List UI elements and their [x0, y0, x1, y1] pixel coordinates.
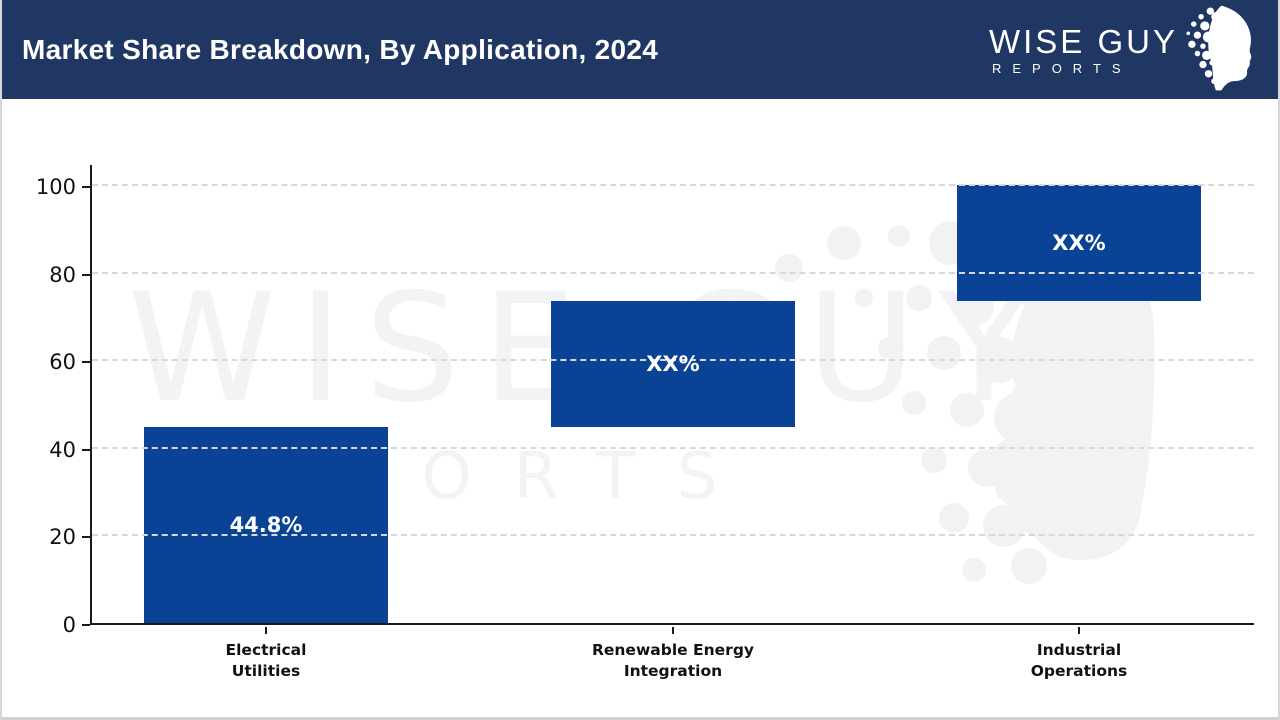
bar-industrial-operations	[957, 185, 1201, 302]
category-label-line2: Operations	[1030, 662, 1128, 680]
category-label-renewable-energy-integration: Renewable Energy Integration	[503, 640, 843, 682]
gridline-100	[92, 184, 1254, 186]
plot-area: 44.8% XX% XX%	[90, 165, 1254, 625]
y-tick-mark-0	[82, 624, 90, 626]
header-bar: Market Share Breakdown, By Application, …	[2, 0, 1278, 99]
x-tick-industrial-operations	[1078, 627, 1080, 634]
x-tick-electrical-utilities	[265, 627, 267, 634]
category-label-industrial-operations: Industrial Operations	[909, 640, 1249, 682]
dotted-face-icon	[1168, 2, 1260, 98]
x-tick-renewable-energy-integration	[672, 627, 674, 634]
brand-logo: WISE GUY REPORTS	[989, 2, 1260, 98]
category-label-line2: Integration	[623, 662, 723, 680]
category-label-line2: Utilities	[231, 662, 301, 680]
category-label-line1: Electrical	[225, 641, 307, 659]
gridline-60	[92, 359, 1254, 362]
y-tick-mark-20	[82, 536, 90, 539]
y-tick-mark-100	[82, 186, 90, 188]
watermark-face-icon	[754, 220, 1174, 609]
bar-renewable-energy-integration	[551, 301, 795, 427]
category-label-line1: Renewable Energy	[591, 641, 755, 659]
page-title: Market Share Breakdown, By Application, …	[22, 33, 659, 65]
bar-electrical-utilities	[144, 426, 388, 623]
bar-value-label: XX%	[646, 351, 700, 376]
category-label-electrical-utilities: Electrical Utilities	[96, 640, 436, 682]
gridline-40	[92, 446, 1254, 449]
bar-value-label: 44.8%	[229, 512, 303, 537]
y-tick-label-100: 100	[35, 175, 76, 199]
y-tick-mark-40	[82, 448, 90, 451]
y-tick-label-0: 0	[62, 613, 76, 637]
y-tick-label-60: 60	[49, 350, 76, 375]
bar-value-label: XX%	[1052, 231, 1106, 256]
y-tick-label-40: 40	[49, 437, 76, 462]
brand-logo-text: WISE GUY REPORTS	[989, 25, 1178, 75]
y-tick-mark-80	[82, 273, 90, 276]
gridline-20	[92, 534, 1254, 537]
gridline-80	[92, 271, 1254, 274]
y-tick-label-20: 20	[49, 525, 76, 550]
brand-subname: REPORTS	[991, 60, 1132, 76]
brand-name: WISE GUY	[988, 22, 1178, 60]
y-axis: 0 20 40 60 80 100	[2, 165, 90, 637]
category-label-line1: Industrial	[1036, 641, 1122, 659]
y-tick-mark-60	[82, 361, 90, 364]
y-tick-label-80: 80	[49, 262, 76, 287]
